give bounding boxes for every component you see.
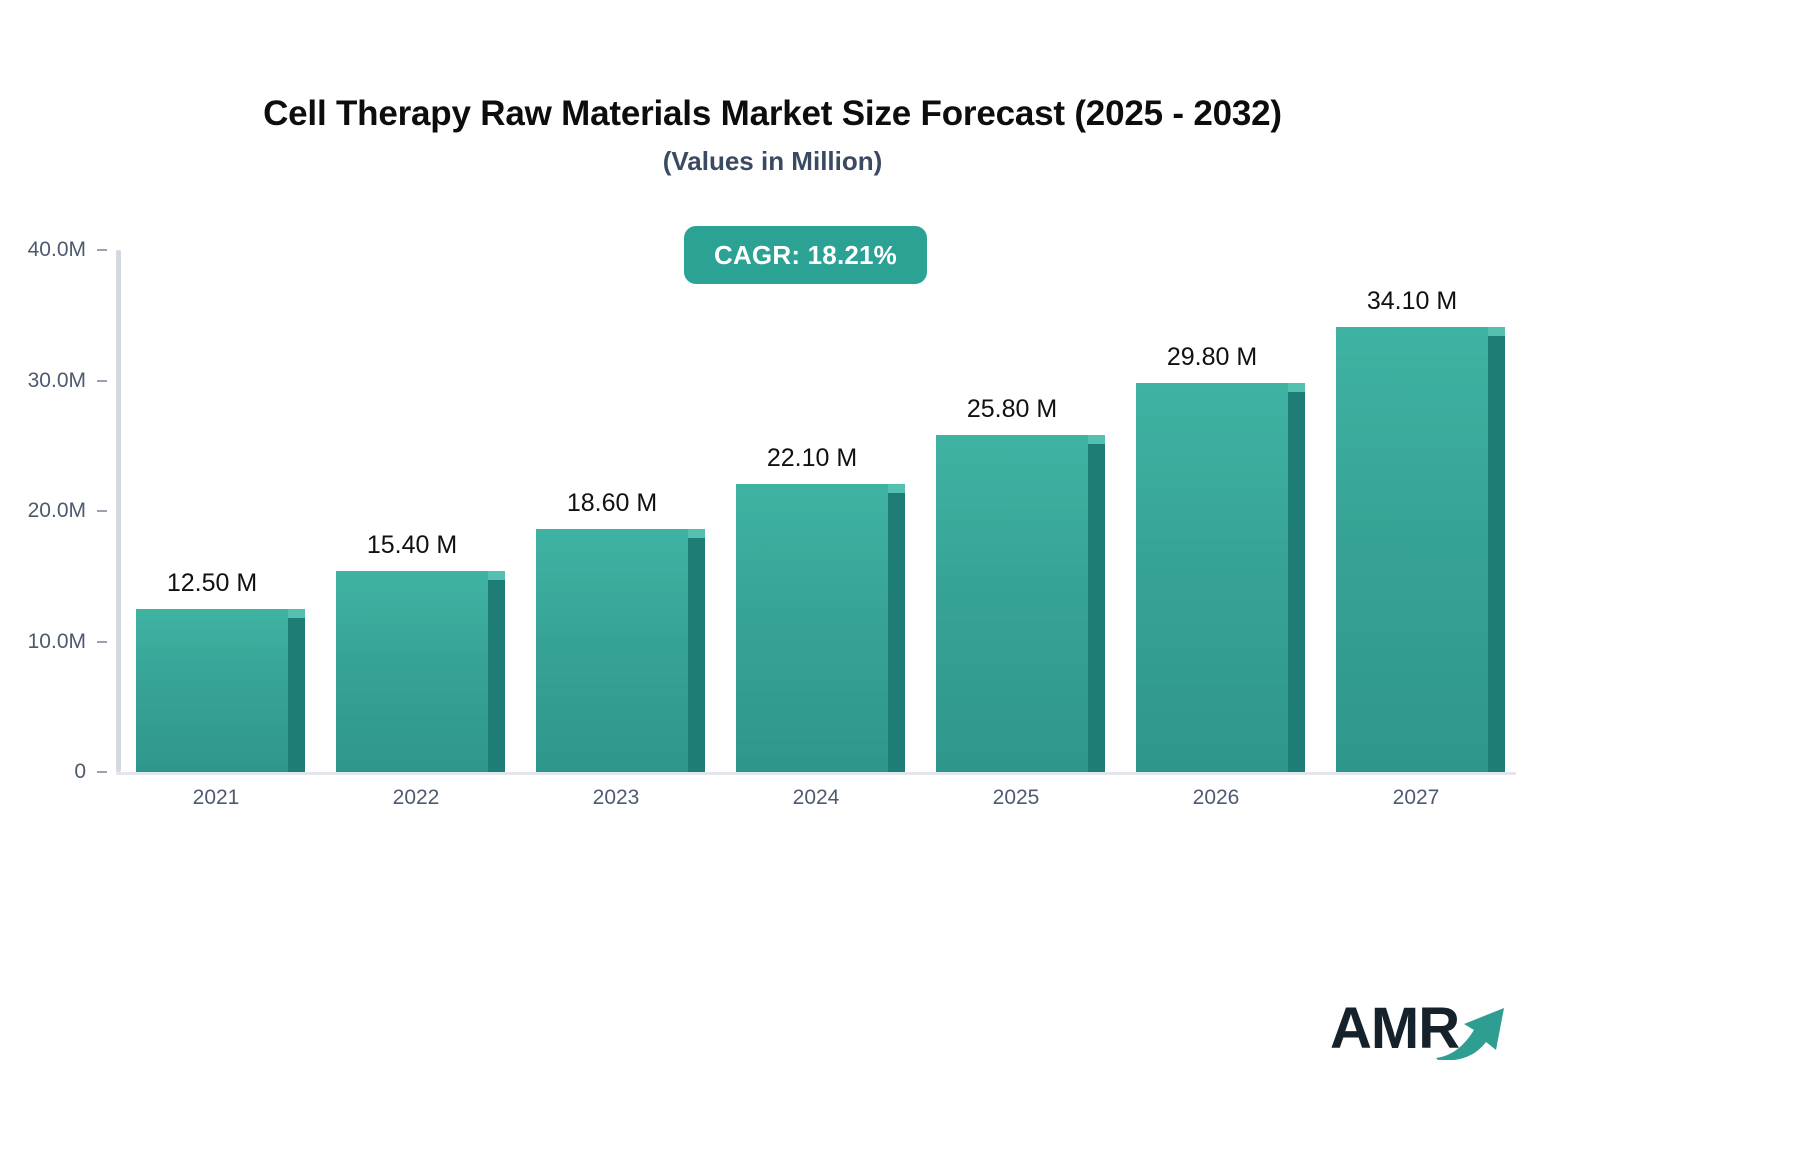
bar-value-label: 29.80 M [1166, 343, 1258, 372]
bar [536, 529, 705, 772]
bar-top-3d [1488, 327, 1505, 336]
y-axis-tick-mark [97, 640, 107, 643]
bar-top-3d [1288, 383, 1305, 393]
bar [1336, 327, 1505, 772]
y-axis-tick-label: 40.0M [27, 238, 86, 261]
bar-value-label: 15.40 M [366, 531, 458, 560]
plot-area: 40.0M 30.0M 20.0M 10.0M 0 12.50 M 15.40 M 18.6… [28, 238, 1516, 783]
bar-side-3d [888, 492, 905, 772]
bar-value-label: 18.60 M [566, 489, 658, 518]
y-axis-tick-label: 0 [74, 760, 86, 783]
amr-logo-text: AMR [1330, 996, 1460, 1061]
y-axis-line [116, 250, 121, 772]
x-axis-line [116, 772, 1516, 775]
y-axis-tick-mark [97, 510, 107, 512]
bar-side-3d [688, 538, 705, 772]
x-axis-label: 2026 [1192, 786, 1240, 809]
bar-value-label: 22.10 M [766, 443, 858, 472]
y-axis-tick-label: 30.0M [27, 368, 86, 392]
bar-face [336, 571, 488, 772]
x-axis-label: 2024 [792, 786, 840, 809]
bar-face [1336, 327, 1488, 772]
bar-face [536, 529, 688, 772]
x-axis-labels: 2021 2022 2023 2024 2025 2026 2027 [116, 786, 1516, 818]
bar-top-3d [1088, 435, 1105, 445]
x-axis-label: 2022 [392, 786, 440, 809]
bar-face [1136, 383, 1288, 772]
x-axis-label: 2025 [992, 786, 1040, 809]
bar-top-3d [288, 608, 305, 618]
chart-title: Cell Therapy Raw Materials Market Size F… [263, 94, 1282, 133]
growth-arrow-icon [1436, 1008, 1504, 1060]
bar [936, 435, 1105, 772]
bar-face [736, 483, 888, 772]
bar-face [936, 435, 1088, 772]
cagr-badge: CAGR: 18.21% [684, 226, 927, 284]
bar-series: 12.50 M 15.40 M 18.60 M 22.10 M 25.80 M 29.80… [116, 250, 1516, 772]
bar-side-3d [488, 580, 505, 772]
bar-top-3d [488, 571, 505, 581]
chart-container: Cell Therapy Raw Materials Market Size F… [0, 94, 1545, 1070]
x-axis-label: 2023 [592, 786, 640, 809]
amr-logo: AMR [1330, 1000, 1505, 1070]
bar-value-label: 34.10 M [1366, 286, 1458, 315]
x-axis-label: 2021 [192, 786, 240, 809]
bar-side-3d [1088, 444, 1105, 772]
bar-side-3d [1488, 336, 1505, 772]
bar-top-3d [688, 529, 705, 539]
chart-header: Cell Therapy Raw Materials Market Size F… [0, 94, 1545, 177]
cagr-badge-label: CAGR: 18.21% [713, 239, 898, 270]
chart-subtitle: (Values in Million) [662, 145, 883, 176]
bar [1136, 383, 1305, 772]
y-axis-tick-label: 20.0M [27, 499, 86, 522]
bar-face [136, 608, 288, 772]
x-axis-label: 2027 [1392, 786, 1440, 809]
bar-value-label: 12.50 M [166, 568, 258, 597]
bar-side-3d [288, 617, 305, 772]
y-axis-tick-mark [97, 771, 107, 773]
bar-value-label: 25.80 M [966, 395, 1058, 424]
y-axis-tick-mark [97, 249, 107, 251]
y-axis-tick-mark [97, 379, 107, 382]
bar [136, 608, 305, 772]
bar-top-3d [888, 483, 905, 493]
y-axis-tick-label: 10.0M [27, 629, 86, 653]
bar [336, 571, 505, 772]
bar [736, 483, 905, 772]
bar-side-3d [1288, 392, 1305, 772]
